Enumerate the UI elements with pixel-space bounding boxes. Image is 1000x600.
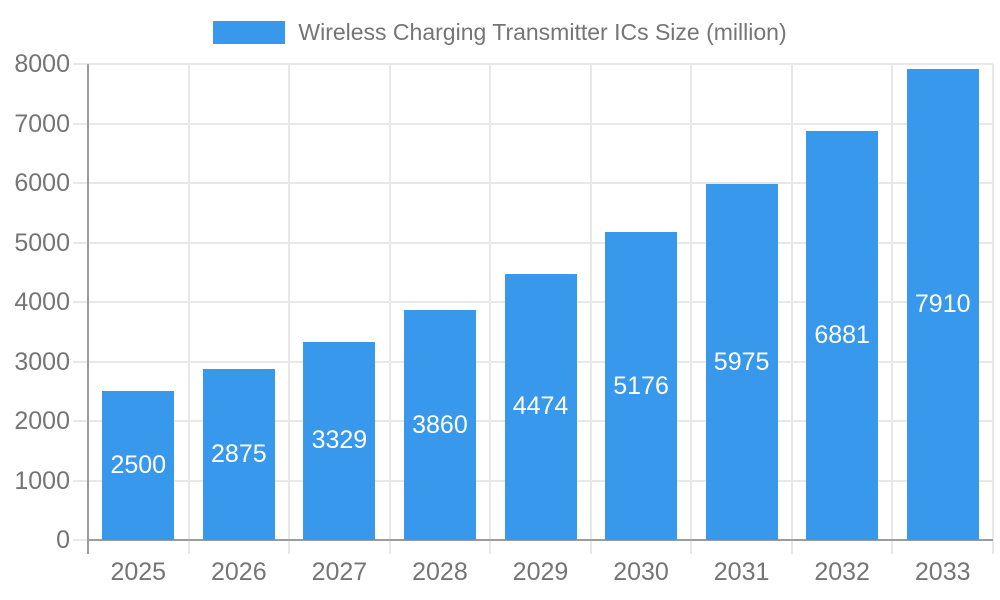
y-gridline <box>88 241 993 244</box>
y-axis-tick <box>73 360 88 363</box>
y-axis-tick-label: 8000 <box>14 50 70 78</box>
bar-value-label: 7910 <box>914 290 971 319</box>
x-axis-tick <box>489 540 492 554</box>
bar-value-label: 5975 <box>713 347 770 376</box>
y-axis-tick <box>73 539 88 541</box>
y-axis-tick-label: 5000 <box>14 228 70 257</box>
bar-value-label: 6881 <box>814 320 870 349</box>
x-axis-tick <box>187 540 190 554</box>
y-axis-tick <box>73 63 88 65</box>
y-axis-tick-label: 2000 <box>14 407 70 435</box>
y-axis-tick-label: 6000 <box>14 169 70 197</box>
bar <box>906 69 979 540</box>
x-axis-tick <box>589 540 592 554</box>
y-axis-tick <box>73 301 88 303</box>
y-axis-tick-label: 3000 <box>14 347 70 376</box>
x-gridline <box>992 64 994 540</box>
y-axis-tick <box>73 241 88 244</box>
x-axis-tick <box>288 540 291 554</box>
x-gridline <box>790 64 793 540</box>
x-gridline <box>690 64 693 540</box>
bar-value-label: 5176 <box>613 371 669 400</box>
y-axis-tick <box>73 479 88 482</box>
bar-value-label: 4474 <box>512 392 569 421</box>
bar-value-label: 3860 <box>412 410 468 439</box>
x-axis-tick-label: 2032 <box>814 558 870 586</box>
y-gridline <box>88 63 993 65</box>
bar-value-label: 3329 <box>311 426 368 455</box>
bar <box>202 368 275 540</box>
y-axis-tick-label: 7000 <box>14 109 70 138</box>
bar <box>102 391 175 540</box>
x-axis-tick <box>790 540 793 554</box>
bar <box>403 310 476 540</box>
x-axis-tick-label: 2029 <box>512 558 569 586</box>
y-axis-tick <box>73 122 88 125</box>
x-axis-tick <box>388 540 391 554</box>
y-axis-tick <box>73 420 88 422</box>
legend-label[interactable]: Wireless Charging Transmitter ICs Size (… <box>298 18 787 45</box>
y-gridline <box>88 182 993 184</box>
x-axis-tick-label: 2025 <box>110 558 167 586</box>
x-axis-tick-label: 2033 <box>914 558 971 586</box>
x-gridline <box>288 64 291 540</box>
chart-legend[interactable]: Wireless Charging Transmitter ICs Size (… <box>0 14 1000 50</box>
y-axis-line <box>87 64 89 554</box>
x-axis-tick-label: 2030 <box>613 558 669 586</box>
legend-swatch[interactable] <box>213 20 286 44</box>
x-axis-tick-label: 2027 <box>311 558 368 586</box>
x-gridline <box>891 64 894 540</box>
x-gridline <box>187 64 190 540</box>
y-gridline <box>88 122 993 125</box>
y-axis-tick-label: 1000 <box>14 466 70 495</box>
x-axis-tick-label: 2026 <box>211 558 267 586</box>
bar <box>605 232 678 540</box>
x-axis-tick <box>891 540 894 554</box>
x-gridline <box>589 64 592 540</box>
y-axis-tick <box>73 182 88 184</box>
bar <box>303 341 376 540</box>
x-axis-tick <box>690 540 693 554</box>
bar-value-label: 2500 <box>110 451 167 480</box>
bar <box>705 184 778 540</box>
bar <box>806 130 879 540</box>
x-axis-tick-label: 2028 <box>412 558 468 586</box>
x-axis-line <box>88 539 993 541</box>
y-axis-tick-label: 0 <box>56 526 70 554</box>
x-axis-tick-label: 2031 <box>713 558 770 586</box>
x-axis-tick <box>992 540 994 554</box>
bar-value-label: 2875 <box>211 439 267 468</box>
y-axis-tick-label: 4000 <box>14 288 70 316</box>
bar <box>504 273 577 540</box>
x-gridline <box>388 64 391 540</box>
x-gridline <box>489 64 492 540</box>
